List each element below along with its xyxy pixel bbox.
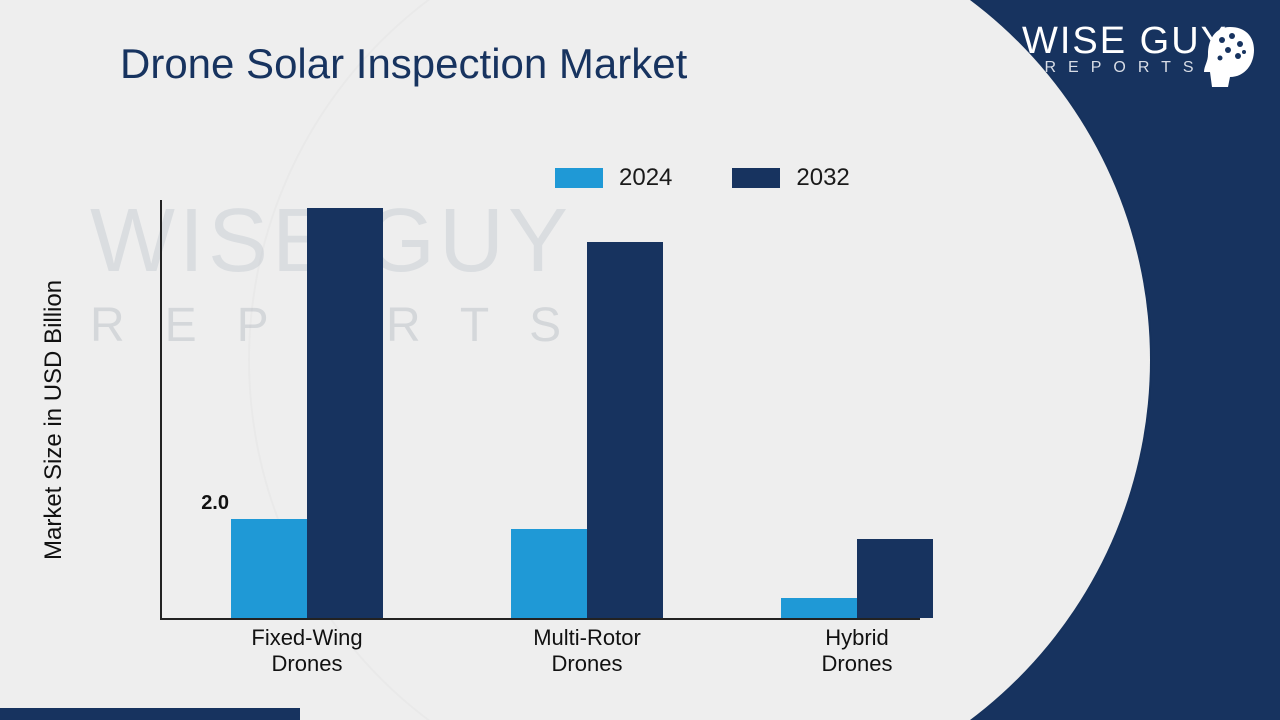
bar — [511, 529, 587, 618]
bar — [857, 539, 933, 618]
x-axis-label: Multi-RotorDrones — [497, 625, 677, 678]
chart-title: Drone Solar Inspection Market — [120, 40, 687, 88]
x-axis-label: HybridDrones — [767, 625, 947, 678]
bar — [587, 242, 663, 618]
legend-swatch — [555, 168, 603, 188]
bar — [307, 208, 383, 618]
bar — [231, 519, 307, 618]
x-axis-label: Fixed-WingDrones — [217, 625, 397, 678]
legend-item: 2024 — [555, 164, 672, 192]
chart-canvas: Drone Solar Inspection Market WISE GUY R… — [0, 0, 1280, 720]
bar — [781, 598, 857, 618]
plot-area: 2.0Fixed-WingDronesMulti-RotorDronesHybr… — [160, 200, 920, 620]
y-axis-label: Market Size in USD Billion — [40, 280, 68, 560]
bar-value-label: 2.0 — [189, 492, 229, 515]
bottom-accent-bar — [0, 708, 300, 720]
legend-item: 2032 — [732, 164, 849, 192]
brand-logo: WISE GUY REPORTS — [995, 20, 1255, 77]
legend-label: 2024 — [619, 164, 672, 192]
brand-head-icon — [1200, 22, 1260, 92]
legend: 2024 2032 — [555, 164, 850, 192]
chart-area: 2.0Fixed-WingDronesMulti-RotorDronesHybr… — [100, 200, 920, 620]
legend-swatch — [732, 168, 780, 188]
legend-label: 2032 — [796, 164, 849, 192]
right-panel — [970, 0, 1280, 720]
